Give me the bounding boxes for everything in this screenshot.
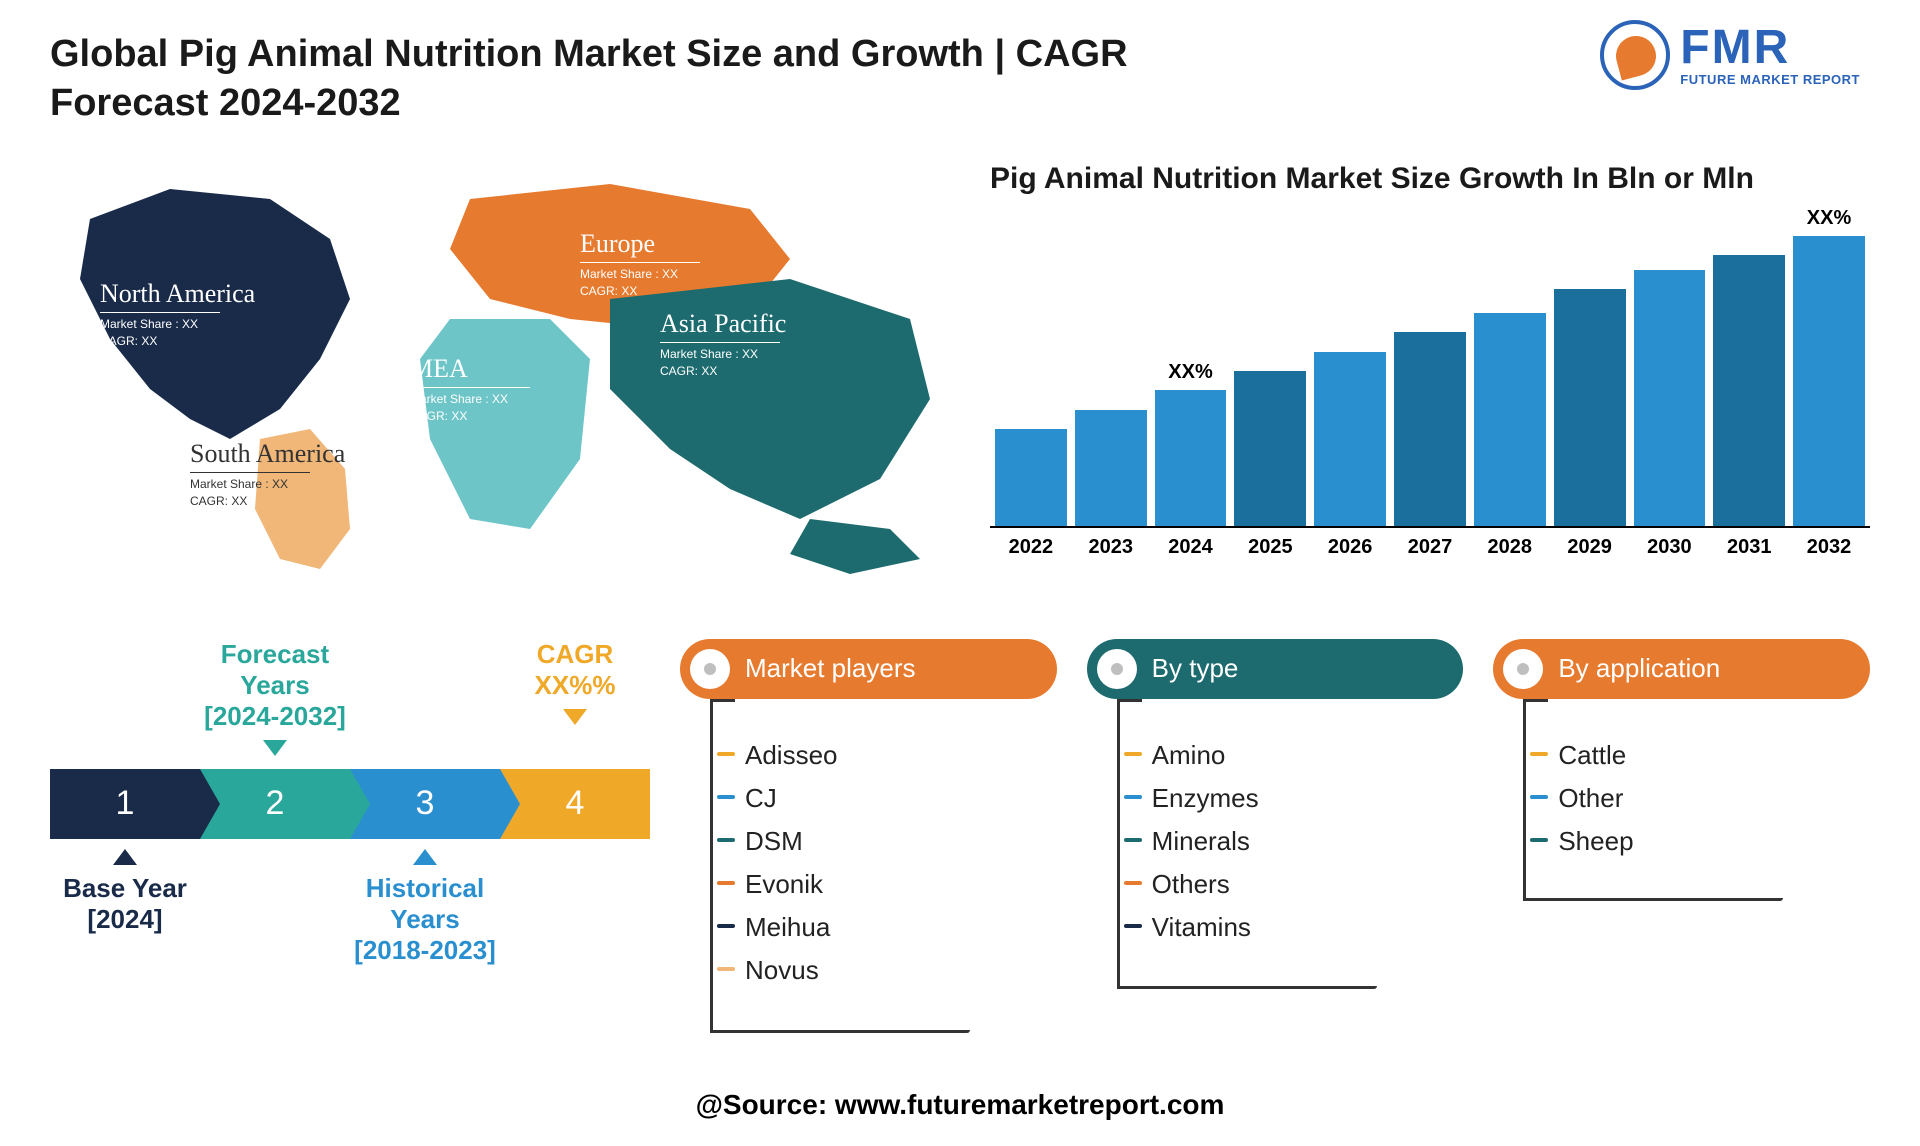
bar-2030 [1634,241,1706,526]
category-item: Vitamins [1152,906,1464,949]
category-item: Adisseo [745,734,1057,777]
timeline-bottom-label: Base Year[2024] [50,849,200,935]
category-list: AdisseoCJDSMEvonikMeihuaNovus [680,724,1057,992]
source-attribution: @Source: www.futuremarketreport.com [696,1089,1225,1121]
bar-2026 [1314,323,1386,526]
category-list: CattleOtherSheep [1493,724,1870,863]
bar-2025 [1234,342,1306,526]
bracket-line [1523,699,1526,901]
chart-bars: XX% XX% [990,208,1870,528]
bar-pct-label: XX% [1807,207,1851,231]
bar-2029 [1554,260,1626,526]
chart-title: Pig Animal Nutrition Market Size Growth … [990,159,1870,198]
category-item: Meihua [745,906,1057,949]
timeline-bottom-label: Historical Years[2018-2023] [350,849,500,966]
category-item: Minerals [1152,820,1464,863]
category-item: CJ [745,777,1057,820]
bracket-line [710,699,713,1033]
bar-2023 [1075,381,1147,526]
region-label-europe: EuropeMarket Share : XXCAGR: XX [580,229,700,300]
bar-rect [1474,313,1546,526]
bar-2027 [1394,303,1466,525]
bar-rect [1394,332,1466,525]
bar-2022 [995,400,1067,526]
timeline-segment-3: 3 [350,769,500,839]
category-pill: By application [1493,639,1870,699]
bar-pct-label: XX% [1168,361,1212,385]
bar-year-label: 2031 [1713,536,1785,559]
bar-rect [1554,289,1626,526]
world-map: North AmericaMarket Share : XXCAGR: XX So… [50,159,950,579]
category-pill: Market players [680,639,1057,699]
category-list: AminoEnzymesMineralsOthersVitamins [1087,724,1464,949]
timeline-top-label: Forecast Years[2024-2032] [200,639,350,756]
timeline: Forecast Years[2024-2032] CAGRXX%% 1234 Bas… [50,639,650,979]
bar-year-label: 2023 [1075,536,1147,559]
bar-year-label: 2030 [1634,536,1706,559]
bar-year-label: 2027 [1394,536,1466,559]
category-pill: By type [1087,639,1464,699]
category-item: Others [1152,863,1464,906]
logo-sub: FUTURE MARKET REPORT [1680,72,1860,87]
bar-year-label: 2022 [995,536,1067,559]
category-item: Enzymes [1152,777,1464,820]
bar-year-label: 2026 [1314,536,1386,559]
bar-rect [1075,410,1147,526]
bar-rect [1793,236,1865,526]
category-item: Cattle [1558,734,1870,777]
bar-2028 [1474,284,1546,526]
bar-rect [995,429,1067,526]
bar-2024: XX% [1155,361,1227,525]
bar-rect [1155,390,1227,525]
timeline-segment-4: 4 [500,769,650,839]
bar-year-label: 2029 [1554,536,1626,559]
category-item: Evonik [745,863,1057,906]
bar-year-label: 2032 [1793,536,1865,559]
bar-year-label: 2024 [1155,536,1227,559]
logo-main: FMR [1680,24,1860,72]
bar-year-label: 2025 [1234,536,1306,559]
bar-rect [1713,255,1785,526]
bar-chart: Pig Animal Nutrition Market Size Growth … [990,159,1870,579]
bar-rect [1314,352,1386,526]
page-title: Global Pig Animal Nutrition Market Size … [50,30,1150,129]
bar-year-label: 2028 [1474,536,1546,559]
category-item: Amino [1152,734,1464,777]
bar-2032: XX% [1793,207,1865,526]
bar-2031 [1713,226,1785,526]
timeline-segment-1: 1 [50,769,200,839]
region-label-south-america: South AmericaMarket Share : XXCAGR: XX [190,439,345,510]
timeline-segment-2: 2 [200,769,350,839]
region-label-mea: MEAMarket Share : XXCAGR: XX [410,354,530,425]
fmr-logo: FMR FUTURE MARKET REPORT [1600,20,1860,90]
category-item: Other [1558,777,1870,820]
category-by-application: By application CattleOtherSheep [1493,639,1870,992]
region-label-north-america: North AmericaMarket Share : XXCAGR: XX [100,279,255,350]
region-label-asia-pacific: Asia PacificMarket Share : XXCAGR: XX [660,309,786,380]
category-item: Sheep [1558,820,1870,863]
category-by-type: By type AminoEnzymesMineralsOthersVitamin… [1087,639,1464,992]
bar-rect [1234,371,1306,526]
timeline-top-label: CAGRXX%% [500,639,650,725]
category-market-players: Market players AdisseoCJDSMEvonikMeihuaNo… [680,639,1057,992]
telescope-icon [1600,20,1670,90]
bar-rect [1634,270,1706,526]
bracket-line [1117,699,1120,989]
category-item: Novus [745,949,1057,992]
category-item: DSM [745,820,1057,863]
timeline-bar: 1234 [50,769,650,839]
